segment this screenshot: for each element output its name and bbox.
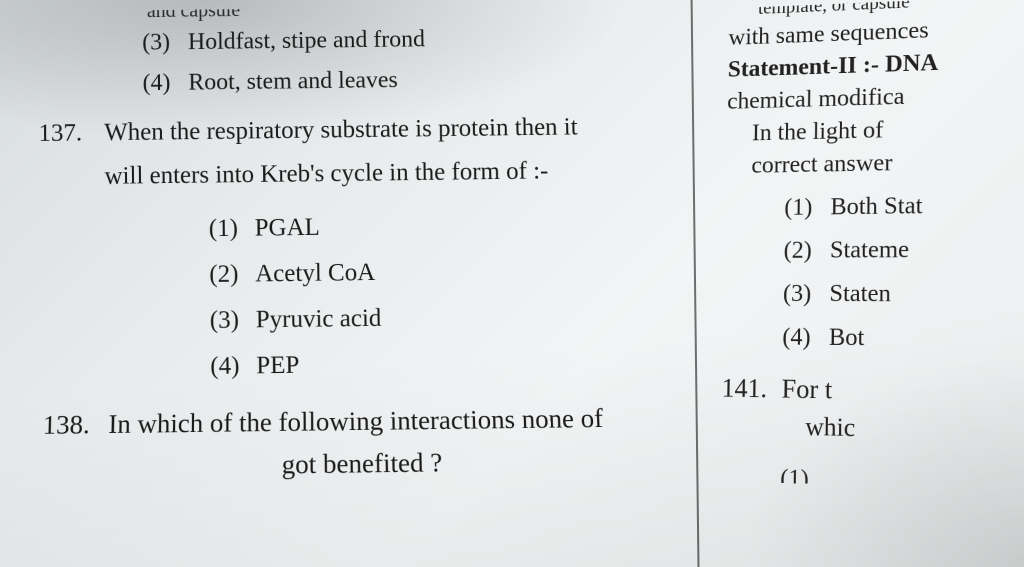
fragment-line: with same sequences bbox=[728, 13, 1024, 51]
question-line: whic bbox=[805, 413, 1024, 447]
page-surface: and capsule (3) Holdfast, stipe and fron… bbox=[0, 0, 1024, 567]
option-number: (2) bbox=[209, 260, 255, 288]
option-number: (2) bbox=[783, 237, 830, 264]
question-header: 138. In which of the following interacti… bbox=[42, 394, 681, 448]
option-text: Holdfast, stipe and frond bbox=[188, 24, 674, 57]
clipped-prev-line: and capsule bbox=[147, 4, 673, 24]
option-number: (1) bbox=[209, 214, 255, 242]
option-text: Root, stem and leaves bbox=[188, 64, 675, 97]
question-text: When the respiratory substrate is protei… bbox=[104, 104, 677, 198]
option-row: (3) Pyruvic acid bbox=[210, 301, 680, 335]
option-row: (3) Holdfast, stipe and frond bbox=[142, 24, 674, 57]
option-text: Pyruvic acid bbox=[256, 301, 680, 334]
option-text: PGAL bbox=[255, 209, 678, 242]
question-text: For t bbox=[781, 374, 1024, 409]
option-text: Bot bbox=[829, 324, 1024, 353]
question-line: When the respiratory substrate is protei… bbox=[104, 114, 578, 146]
question-header: 137. When the respiratory substrate is p… bbox=[38, 104, 677, 198]
option-row: (2) Stateme bbox=[783, 236, 1024, 265]
fragment-line: chemical modifica bbox=[727, 80, 1024, 116]
question-header: 141. For t bbox=[721, 373, 1024, 409]
option-text: Staten bbox=[829, 280, 1024, 308]
option-number: (4) bbox=[142, 70, 188, 97]
question-number: 138. bbox=[42, 409, 108, 440]
fragment-line: correct answer bbox=[751, 147, 1024, 180]
option-number: (1) bbox=[784, 194, 830, 222]
option-row: (1) PGAL bbox=[209, 209, 678, 243]
option-number: (3) bbox=[783, 281, 830, 308]
option-number: (4) bbox=[782, 324, 829, 352]
question-text: In which of the following interactions n… bbox=[108, 394, 681, 447]
option-number: (4) bbox=[210, 352, 256, 381]
option-text: Both Stat bbox=[830, 191, 1024, 221]
question-number: 141. bbox=[721, 373, 781, 404]
option-row: (2) Acetyl CoA bbox=[209, 255, 679, 289]
prev-question-options: (3) Holdfast, stipe and frond (4) Root, … bbox=[38, 24, 675, 99]
fragment-line: Statement-II :- DNA bbox=[728, 46, 1024, 83]
fragment-line: (1) bbox=[780, 468, 1024, 490]
question-138: 138. In which of the following interacti… bbox=[41, 394, 683, 483]
option-text: Acetyl CoA bbox=[255, 255, 679, 288]
question-number: 137. bbox=[38, 119, 104, 148]
question-line: got benefited ? bbox=[282, 444, 683, 480]
question-137-options: (1) PGAL (2) Acetyl CoA (3) Pyruvic acid… bbox=[209, 209, 681, 380]
option-row: (1) Both Stat bbox=[784, 191, 1024, 222]
option-text: PEP bbox=[256, 347, 681, 380]
option-text: Stateme bbox=[830, 236, 1024, 265]
question-137: 137. When the respiratory substrate is p… bbox=[38, 104, 680, 382]
option-number: (3) bbox=[210, 306, 256, 335]
option-row: (4) Root, stem and leaves bbox=[142, 64, 674, 97]
question-141: 141. For t whic bbox=[721, 373, 1024, 447]
option-number: (3) bbox=[142, 29, 188, 56]
question-line: will enters into Kreb's cycle in the for… bbox=[104, 157, 548, 189]
right-fragment-block: template, or capsule with same sequences… bbox=[726, 0, 1024, 180]
right-column: template, or capsule with same sequences… bbox=[702, 0, 1024, 567]
left-column: and capsule (3) Holdfast, stipe and fron… bbox=[0, 0, 705, 567]
option-row: (4) Bot bbox=[782, 324, 1024, 354]
fragment-line: In the light of bbox=[752, 113, 1024, 147]
option-row: (4) PEP bbox=[210, 347, 681, 381]
right-question-options: (1) Both Stat (2) Stateme (3) Staten (4)… bbox=[722, 191, 1024, 354]
option-row: (3) Staten bbox=[783, 280, 1024, 308]
